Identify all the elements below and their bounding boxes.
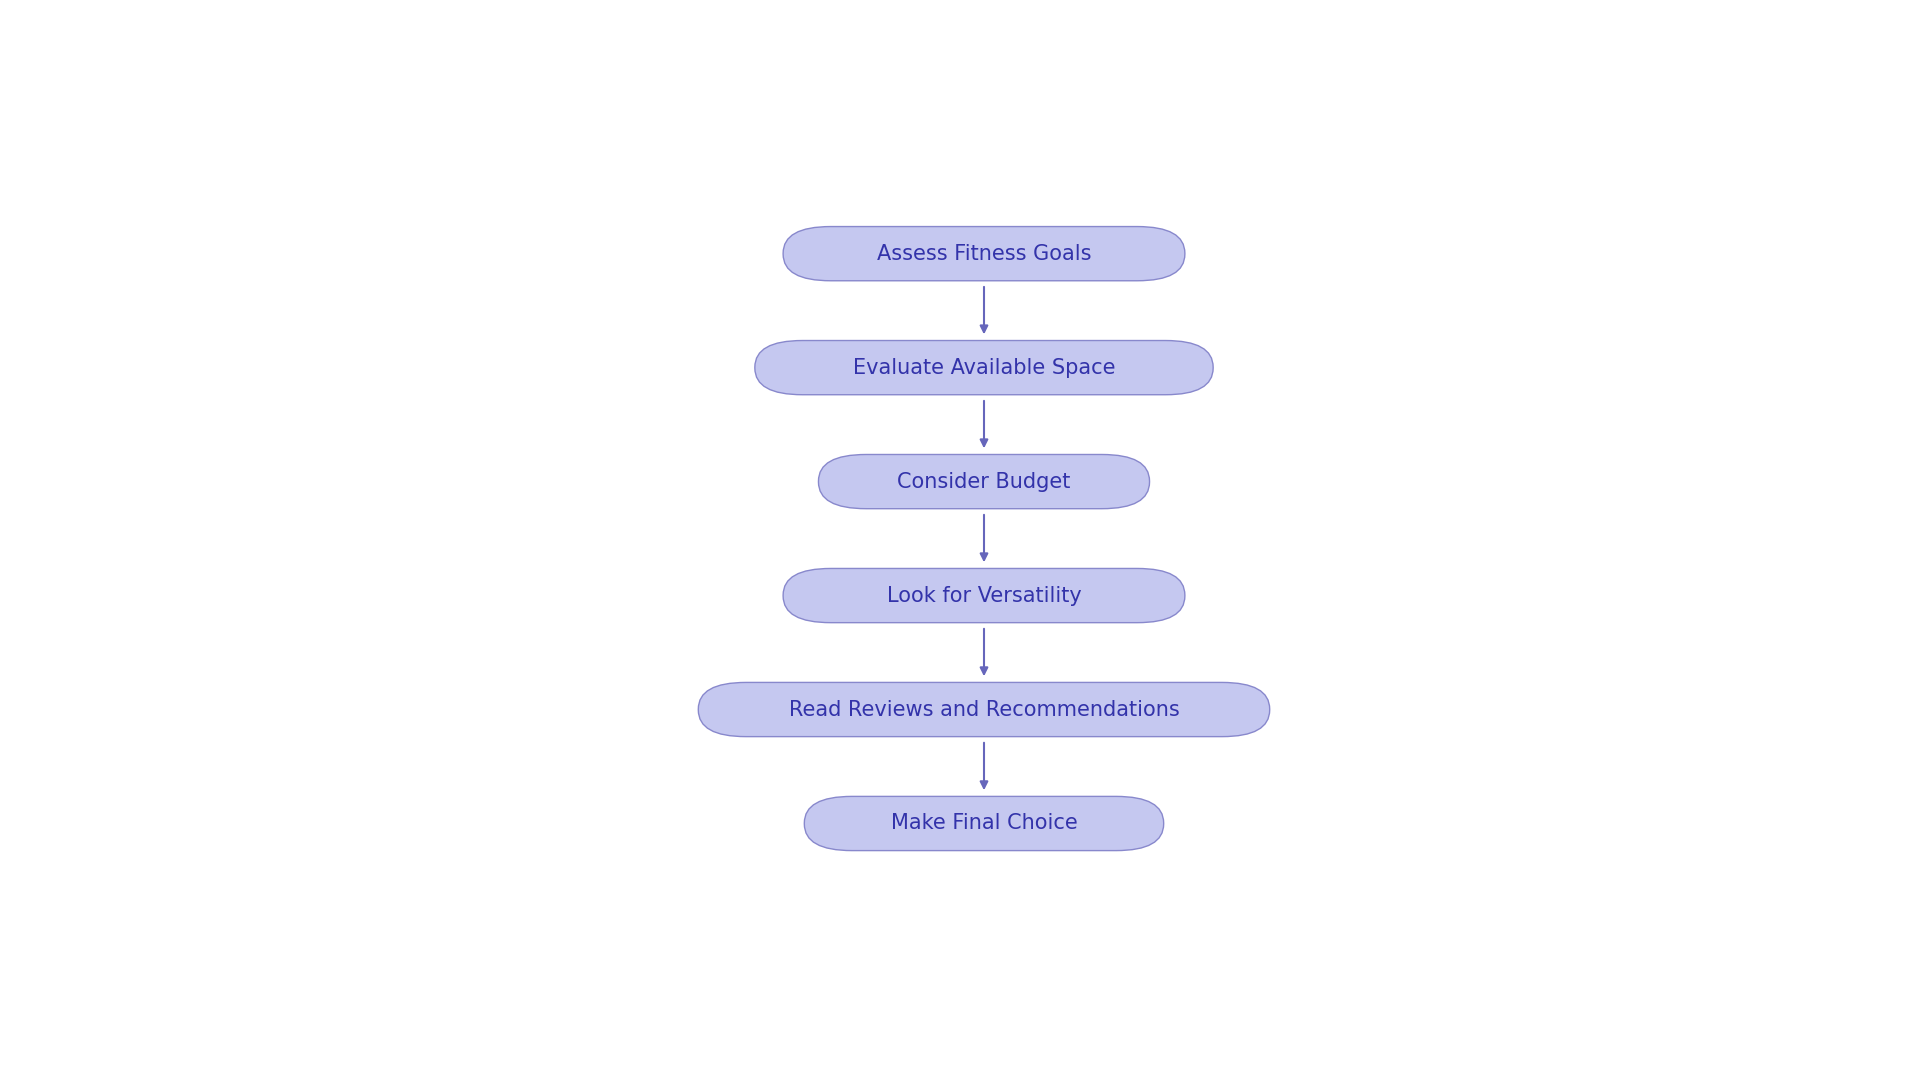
Text: Consider Budget: Consider Budget xyxy=(897,471,1071,492)
FancyBboxPatch shape xyxy=(783,569,1185,623)
Text: Assess Fitness Goals: Assess Fitness Goals xyxy=(877,244,1091,263)
FancyBboxPatch shape xyxy=(783,226,1185,280)
Text: Look for Versatility: Look for Versatility xyxy=(887,586,1081,605)
FancyBboxPatch shape xyxy=(755,340,1213,394)
FancyBboxPatch shape xyxy=(818,455,1150,509)
Text: Read Reviews and Recommendations: Read Reviews and Recommendations xyxy=(789,700,1179,719)
Text: Evaluate Available Space: Evaluate Available Space xyxy=(852,357,1116,378)
FancyBboxPatch shape xyxy=(699,682,1269,736)
Text: Make Final Choice: Make Final Choice xyxy=(891,813,1077,834)
FancyBboxPatch shape xyxy=(804,796,1164,850)
